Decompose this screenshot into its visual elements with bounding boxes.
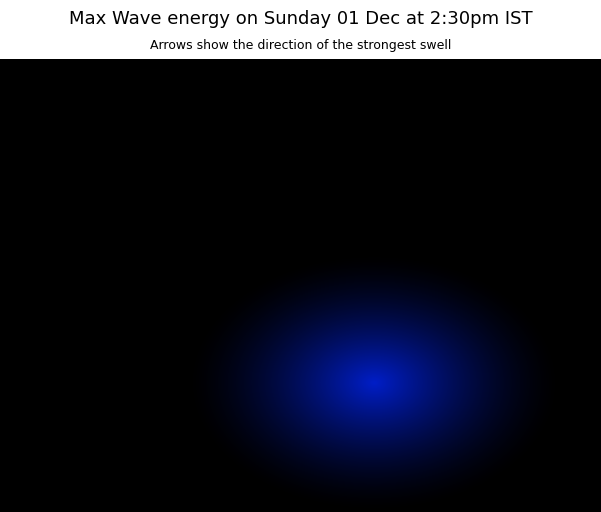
- Text: Arrows show the direction of the strongest swell: Arrows show the direction of the stronge…: [150, 39, 451, 52]
- Text: Max Wave energy on Sunday 01 Dec at 2:30pm IST: Max Wave energy on Sunday 01 Dec at 2:30…: [69, 10, 532, 28]
